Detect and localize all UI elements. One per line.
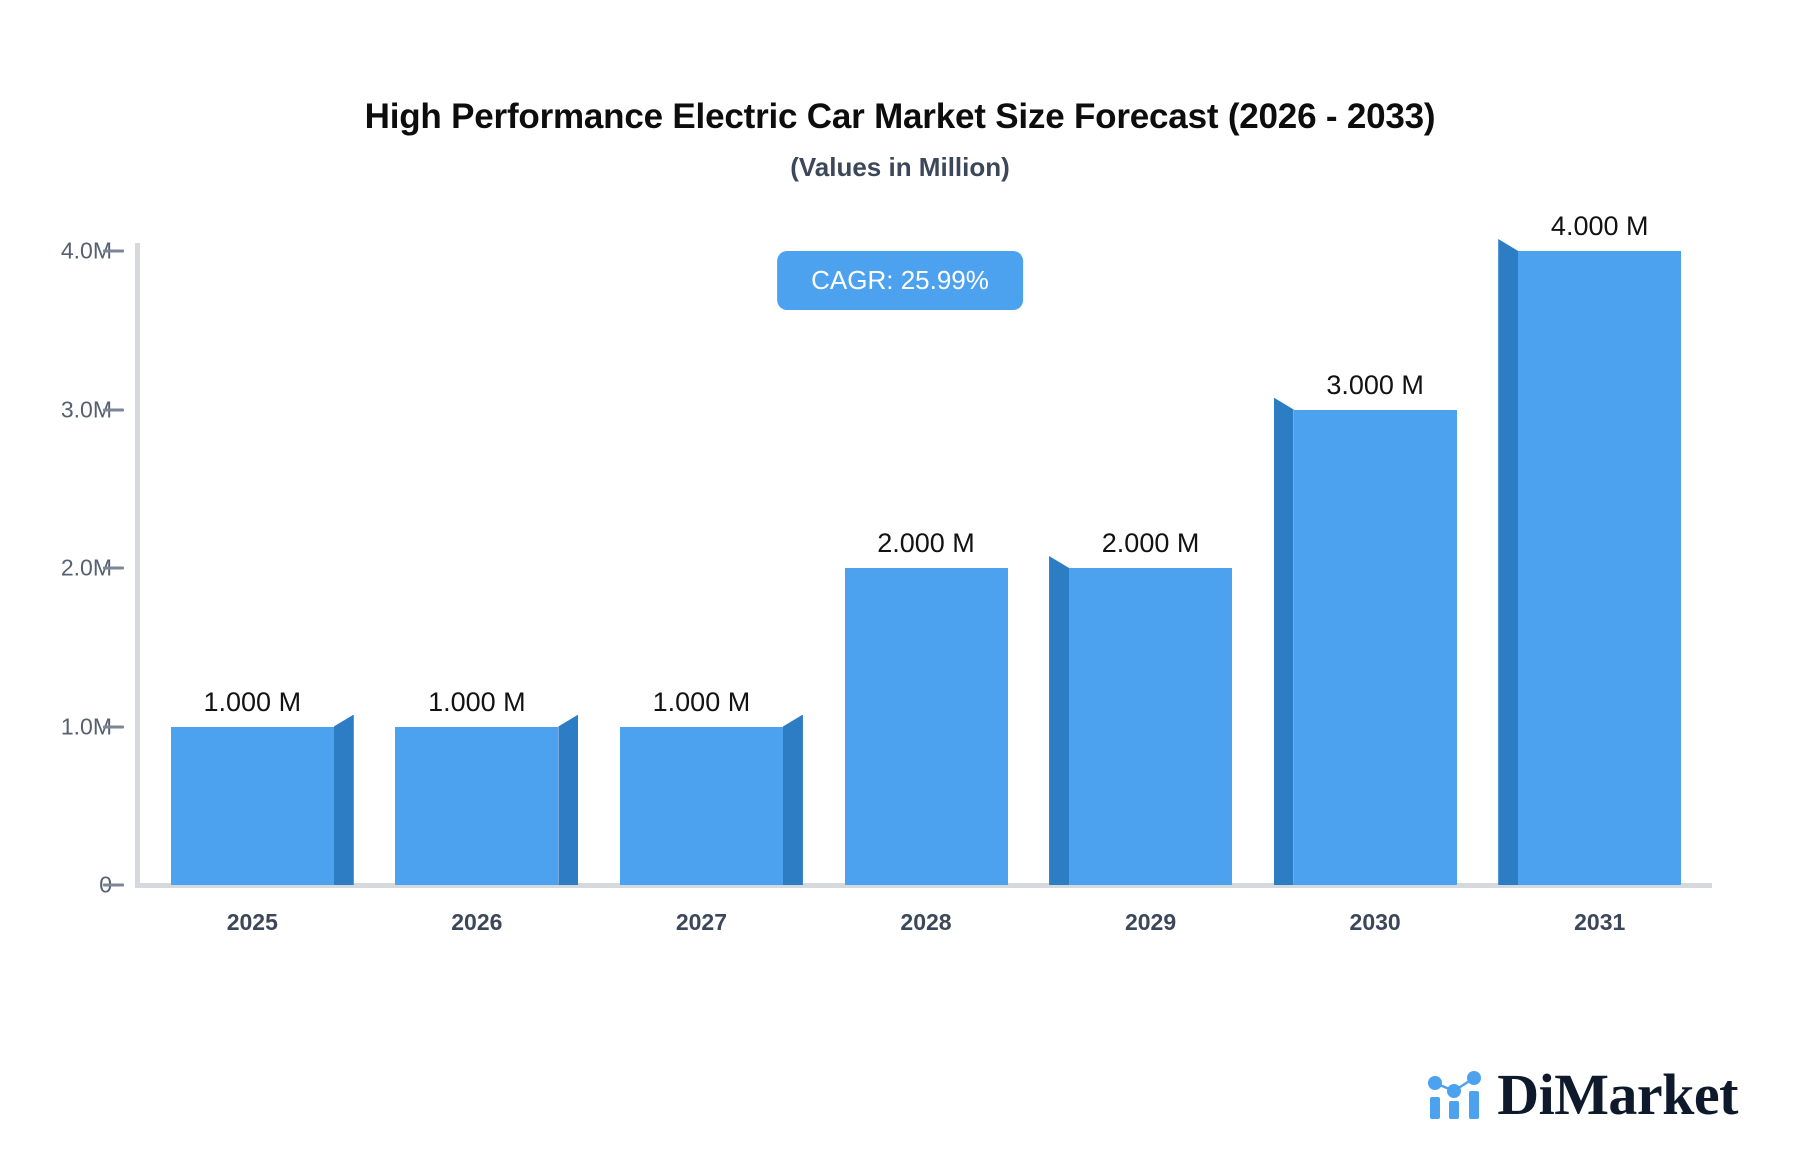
bar-value-label: 2.000 M xyxy=(1101,528,1200,558)
x-axis-category-label: 2030 xyxy=(1349,909,1401,935)
y-axis-tick-label: 0 xyxy=(0,872,112,899)
bar-column[interactable]: 4.000 M 2031 xyxy=(1498,213,1682,934)
y-axis-tick-mark xyxy=(103,725,124,728)
y-axis-tick-mark xyxy=(103,566,124,570)
bar-front-face xyxy=(395,726,559,885)
bar-column[interactable]: 1.000 M 2027 xyxy=(619,688,803,934)
bar-column[interactable]: 3.000 M 2030 xyxy=(1273,371,1457,934)
bar-value-label: 2.000 M xyxy=(877,528,975,558)
x-axis-category-label: 2025 xyxy=(226,909,278,935)
chart-title: High Performance Electric Car Market Siz… xyxy=(364,97,1436,136)
y-axis-tick-mark xyxy=(103,883,124,887)
bar-front-face xyxy=(170,726,334,885)
x-axis-category-label: 2028 xyxy=(900,909,952,935)
bar-value-label: 3.000 M xyxy=(1326,369,1424,400)
cagr-badge: CAGR: 25.99% xyxy=(777,251,1023,310)
bar-chart-icon xyxy=(1428,1071,1482,1119)
bar-side-face xyxy=(558,714,579,885)
bar-value-label: 1.000 M xyxy=(428,686,526,717)
x-axis-category-label: 2026 xyxy=(451,909,503,935)
y-axis-tick-label: 3.0M xyxy=(60,396,112,422)
bar-front-face xyxy=(1069,568,1233,885)
bar-side-face xyxy=(1273,397,1294,885)
bar-value-label: 4.000 M xyxy=(1550,211,1649,241)
bar-column[interactable]: 1.000 M 2026 xyxy=(395,688,579,934)
bar-front-face xyxy=(619,726,783,885)
x-axis-line xyxy=(135,883,1712,888)
y-axis-tick-label: 1.0M xyxy=(60,713,112,739)
bar-side-face xyxy=(1049,556,1070,885)
bar-front-face xyxy=(844,568,1008,885)
y-axis-tick-mark xyxy=(103,408,124,411)
x-axis-category-label: 2029 xyxy=(1124,909,1177,935)
bar-front-face xyxy=(1518,251,1682,885)
bar-column[interactable]: 1.000 M 2025 xyxy=(170,688,354,934)
y-axis-tick-label: 2.0M xyxy=(60,554,112,581)
y-axis-line xyxy=(135,243,140,888)
y-axis-tick-label: 4.0M xyxy=(60,237,112,264)
bar-side-face xyxy=(333,714,354,885)
y-axis-tick-mark xyxy=(103,249,124,253)
bar-column[interactable]: 2.000 M 2028 xyxy=(844,530,1008,934)
bar-column[interactable]: 2.000 M 2029 xyxy=(1049,530,1233,934)
bar-value-label: 1.000 M xyxy=(203,686,302,717)
chart-subtitle: (Values in Million) xyxy=(790,151,1010,182)
chart-header: High Performance Electric Car Market Siz… xyxy=(0,0,1800,181)
x-axis-category-label: 2027 xyxy=(675,909,728,935)
bar-side-face xyxy=(782,714,803,885)
x-axis-category-label: 2031 xyxy=(1574,909,1626,935)
brand-logo: DiMarket xyxy=(1427,1066,1738,1124)
bar-side-face xyxy=(1498,239,1519,885)
brand-name: DiMarket xyxy=(1497,1062,1738,1127)
bar-front-face xyxy=(1293,409,1457,885)
bar-value-label: 1.000 M xyxy=(652,686,751,717)
